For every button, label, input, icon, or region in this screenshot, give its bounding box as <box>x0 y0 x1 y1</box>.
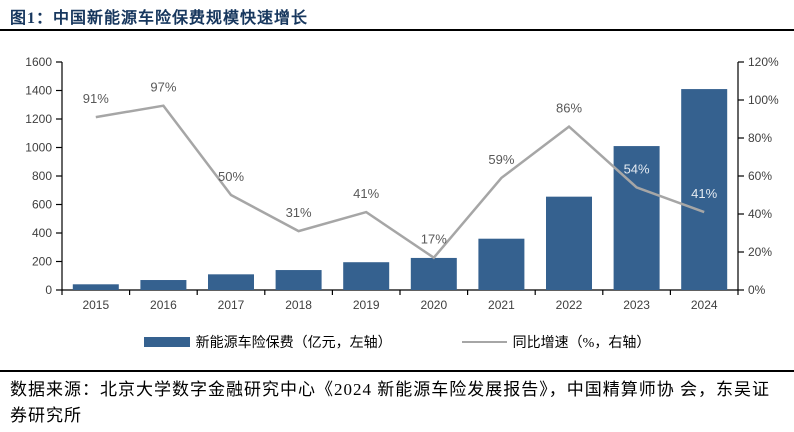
bar-series-swatch <box>143 337 190 347</box>
bar-2022 <box>546 196 592 290</box>
right-tick-label: 120% <box>748 55 779 69</box>
left-tick-label: 600 <box>32 198 52 212</box>
bar-2020 <box>410 257 457 290</box>
chart-legend: 新能源车险保费（亿元，左轴） 同比增速（%，右轴） <box>0 332 794 352</box>
left-tick-label: 1400 <box>25 84 52 98</box>
left-tick-label: 1200 <box>25 112 52 126</box>
growth-line <box>95 104 705 260</box>
data-label-2022: 86% <box>556 101 582 116</box>
data-source-line1: 数据来源：北京大学数字金融研究中心《2024 新能源车险发展报告》，中国精算师协 <box>10 380 675 399</box>
left-tick-label: 1600 <box>25 55 52 69</box>
data-label-2019: 41% <box>353 186 379 201</box>
right-tick-label: 60% <box>748 169 772 183</box>
legend-item-growth: 同比增速（%，右轴） <box>461 332 651 352</box>
right-tick-label: 100% <box>748 93 779 107</box>
x-category-label: 2015 <box>82 298 109 312</box>
bar-2018 <box>275 270 322 290</box>
bar-2015 <box>72 284 119 290</box>
left-tick-label: 0 <box>45 283 52 297</box>
x-category-label: 2021 <box>488 298 515 312</box>
x-category-label: 2017 <box>218 298 245 312</box>
data-label-2021: 59% <box>488 152 514 167</box>
x-category-label: 2022 <box>556 298 583 312</box>
legend-label-growth: 同比增速（%，右轴） <box>512 336 651 351</box>
data-label-2015: 91% <box>83 91 109 106</box>
left-tick-label: 1000 <box>25 141 52 155</box>
bottom-rule-divider <box>0 370 794 372</box>
right-tick-label: 40% <box>748 207 772 221</box>
bar-2021 <box>478 238 525 290</box>
left-tick-label: 400 <box>32 226 52 240</box>
line-series-swatch <box>461 341 507 343</box>
data-label-2016: 97% <box>150 80 176 95</box>
bar-2016 <box>140 280 187 290</box>
data-label-2024: 41% <box>691 186 717 201</box>
bar-2024 <box>681 89 728 290</box>
left-tick-label: 800 <box>32 169 52 183</box>
data-label-2018: 31% <box>286 205 312 220</box>
data-source-line2: 会，东吴证券研究所 <box>10 380 770 425</box>
x-category-label: 2024 <box>691 298 718 312</box>
data-label-2017: 50% <box>218 169 244 184</box>
combo-chart: 0 200 400 600 800 1000 1200 1400 1600 0% 20% 40% 60%… <box>25 55 779 312</box>
legend-item-premium: 新能源车险保费（亿元，左轴） <box>143 332 392 352</box>
bar-2019 <box>343 262 390 290</box>
right-tick-label: 0% <box>748 283 766 297</box>
right-tick-label: 20% <box>748 245 772 259</box>
legend-label-premium: 新能源车险保费（亿元，左轴） <box>195 336 392 351</box>
figure-title: 图1：中国新能源车险保费规模快速增长 <box>10 10 309 27</box>
x-category-label: 2018 <box>285 298 312 312</box>
x-category-label: 2023 <box>623 298 650 312</box>
top-rule-divider <box>0 29 794 31</box>
left-tick-label: 200 <box>32 255 52 269</box>
bar-2017 <box>208 274 254 290</box>
bar-2023 <box>613 146 660 290</box>
x-category-label: 2019 <box>353 298 380 312</box>
data-label-2020: 17% <box>421 232 447 247</box>
right-tick-label: 80% <box>748 131 772 145</box>
data-label-2023: 54% <box>624 161 650 176</box>
x-category-label: 2016 <box>150 298 177 312</box>
x-category-label: 2020 <box>420 298 447 312</box>
data-source-note: 数据来源：北京大学数字金融研究中心《2024 新能源车险发展报告》，中国精算师协… <box>10 377 784 429</box>
